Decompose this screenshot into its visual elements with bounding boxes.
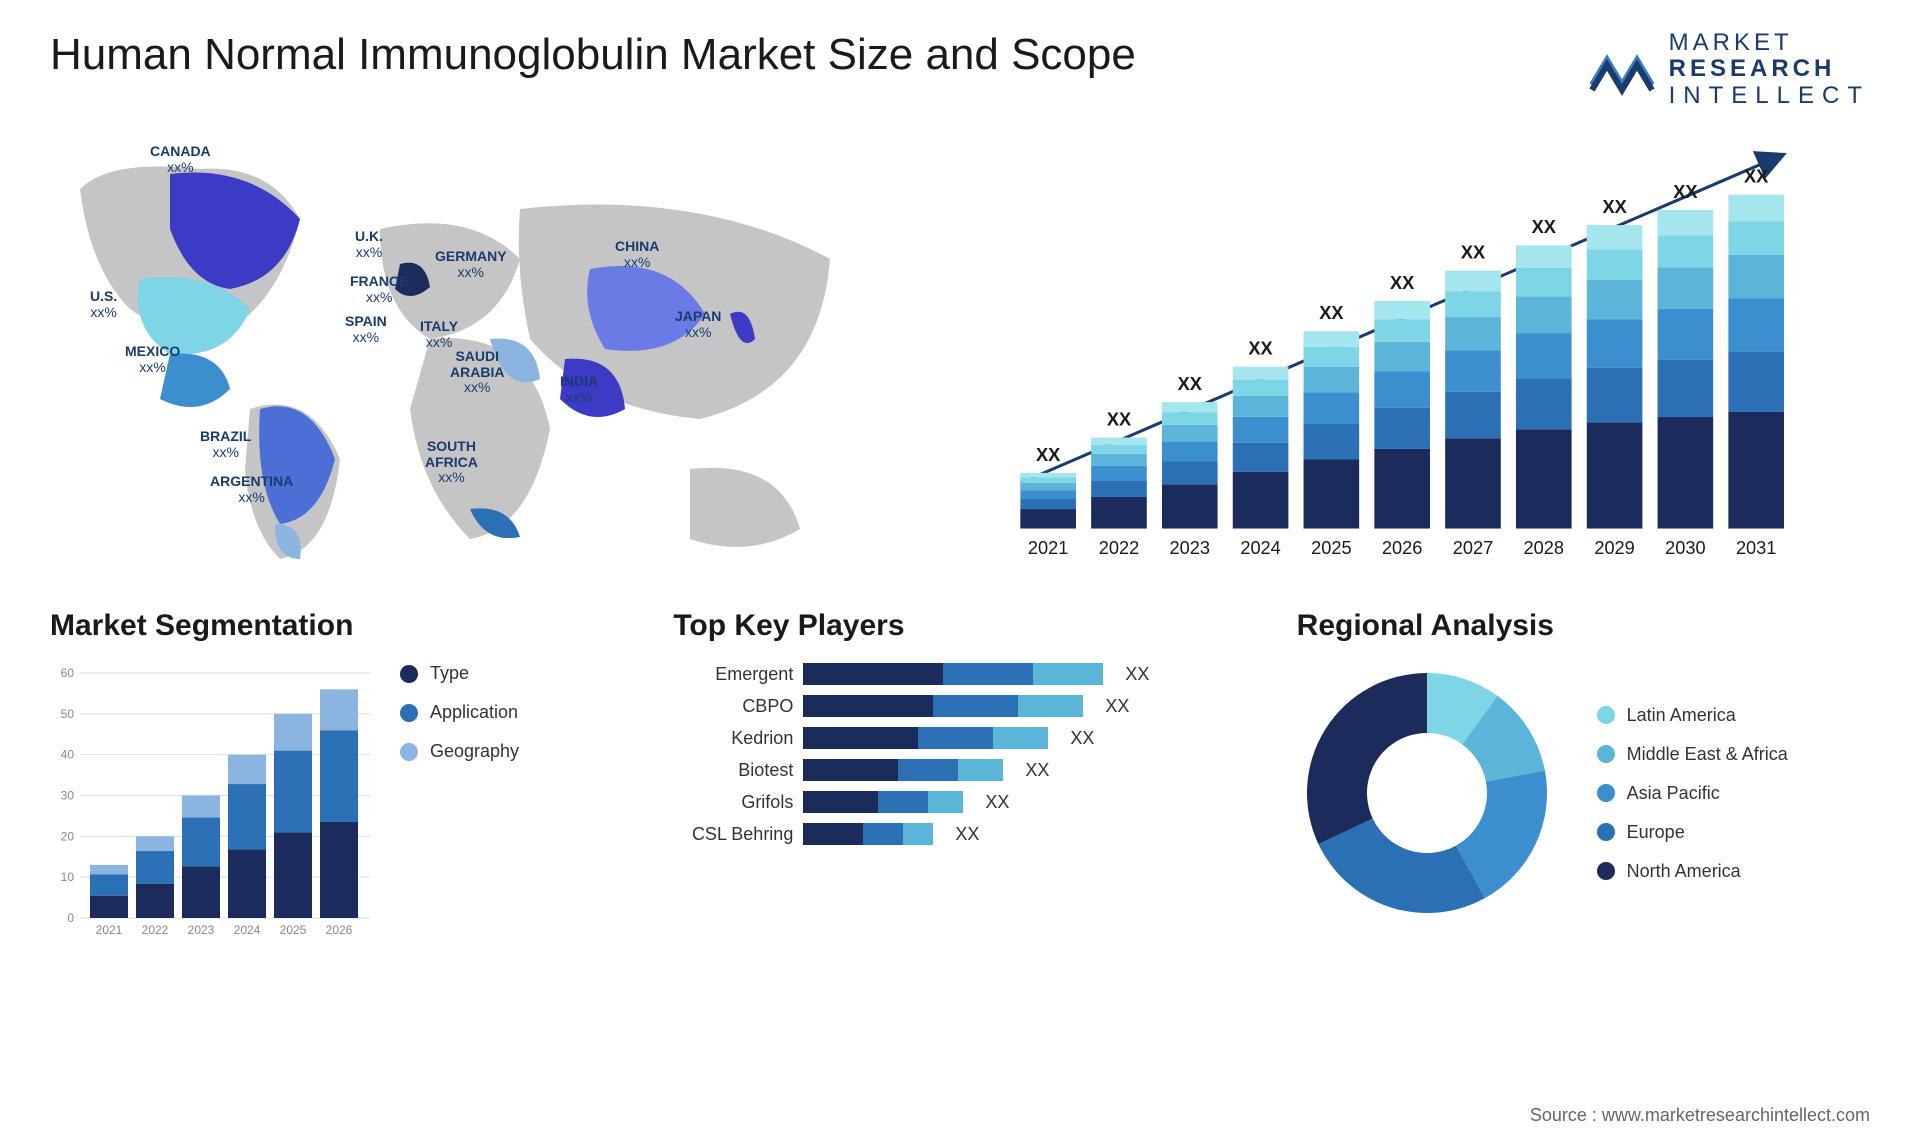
- svg-text:10: 10: [61, 870, 75, 884]
- svg-text:2024: 2024: [1240, 538, 1280, 558]
- segmentation-legend: Type Application Geography: [400, 663, 519, 762]
- regional-title: Regional Analysis: [1297, 609, 1870, 643]
- svg-text:2023: 2023: [188, 923, 215, 937]
- world-map: CANADAxx% U.S.xx% MEXICOxx% BRAZILxx% ARGENT…: [50, 129, 950, 569]
- map-label: ARGENTINAxx%: [210, 474, 293, 505]
- svg-text:2028: 2028: [1524, 538, 1564, 558]
- svg-text:XX: XX: [1461, 243, 1485, 263]
- player-row: KedrionXX: [673, 727, 1246, 749]
- logo: MARKET RESEARCH INTELLECT: [1587, 30, 1870, 109]
- logo-line3: INTELLECT: [1669, 83, 1870, 109]
- svg-text:40: 40: [61, 748, 75, 762]
- svg-text:60: 60: [61, 666, 75, 680]
- svg-text:XX: XX: [1107, 410, 1131, 430]
- svg-text:2021: 2021: [1028, 538, 1068, 558]
- svg-text:0: 0: [67, 911, 74, 925]
- map-label: CHINAxx%: [615, 239, 659, 270]
- segmentation-title: Market Segmentation: [50, 609, 623, 643]
- growth-chart-svg: XX 2021 XX 2022 XX 2023 XX 2024 XX 2025 XX 2026 XX 20…: [990, 129, 1870, 574]
- map-label: SPAINxx%: [345, 314, 387, 345]
- svg-text:XX: XX: [1744, 167, 1768, 187]
- map-label: JAPANxx%: [675, 309, 721, 340]
- player-row: GrifolsXX: [673, 791, 1246, 813]
- svg-text:2025: 2025: [1311, 538, 1351, 558]
- legend-item: Middle East & Africa: [1597, 744, 1788, 765]
- players-chart: EmergentXX CBPOXX KedrionXX BiotestXX Grifol…: [673, 663, 1246, 845]
- svg-text:2023: 2023: [1170, 538, 1210, 558]
- svg-text:2026: 2026: [1382, 538, 1422, 558]
- map-label: SAUDIARABIAxx%: [450, 349, 504, 395]
- player-row: CBPOXX: [673, 695, 1246, 717]
- svg-text:XX: XX: [1390, 273, 1414, 293]
- players-panel: Top Key Players EmergentXX CBPOXX KedrionX…: [673, 609, 1246, 943]
- svg-text:XX: XX: [1036, 445, 1060, 465]
- legend-item: Geography: [400, 741, 519, 762]
- svg-text:XX: XX: [1673, 182, 1697, 202]
- svg-text:XX: XX: [1602, 197, 1626, 217]
- logo-line1: MARKET: [1669, 30, 1870, 56]
- svg-text:2024: 2024: [234, 923, 261, 937]
- svg-text:XX: XX: [1532, 217, 1556, 237]
- legend-item: Europe: [1597, 822, 1788, 843]
- legend-item: Application: [400, 702, 519, 723]
- source-text: Source : www.marketresearchintellect.com: [1530, 1105, 1870, 1126]
- svg-text:2027: 2027: [1453, 538, 1493, 558]
- svg-text:2029: 2029: [1594, 538, 1634, 558]
- players-title: Top Key Players: [673, 609, 1246, 643]
- player-row: EmergentXX: [673, 663, 1246, 685]
- legend-item: Latin America: [1597, 705, 1788, 726]
- regional-donut-svg: [1297, 663, 1557, 923]
- map-label: CANADAxx%: [150, 144, 211, 175]
- map-label: BRAZILxx%: [200, 429, 251, 460]
- svg-text:2031: 2031: [1736, 538, 1776, 558]
- svg-text:2026: 2026: [326, 923, 353, 937]
- svg-text:2030: 2030: [1665, 538, 1705, 558]
- regional-panel: Regional Analysis Latin America Middle Ea…: [1297, 609, 1870, 943]
- svg-text:XX: XX: [1178, 374, 1202, 394]
- logo-swoosh-icon: [1587, 40, 1657, 100]
- map-label: FRANCExx%: [350, 274, 408, 305]
- player-row: BiotestXX: [673, 759, 1246, 781]
- map-label: U.K.xx%: [355, 229, 383, 260]
- segmentation-panel: Market Segmentation 0 10 20 30 40 50 60 2021 202…: [50, 609, 623, 943]
- svg-text:XX: XX: [1248, 339, 1272, 359]
- svg-text:2022: 2022: [1099, 538, 1139, 558]
- logo-line2: RESEARCH: [1669, 56, 1870, 82]
- page-title: Human Normal Immunoglobulin Market Size …: [50, 30, 1136, 80]
- svg-text:50: 50: [61, 707, 75, 721]
- regional-legend: Latin America Middle East & Africa Asia Pa…: [1597, 705, 1788, 882]
- legend-item: Type: [400, 663, 519, 684]
- map-label: U.S.xx%: [90, 289, 117, 320]
- legend-item: Asia Pacific: [1597, 783, 1788, 804]
- map-label: SOUTHAFRICAxx%: [425, 439, 478, 485]
- map-label: GERMANYxx%: [435, 249, 507, 280]
- svg-text:2025: 2025: [280, 923, 307, 937]
- growth-chart: XX 2021 XX 2022 XX 2023 XX 2024 XX 2025 XX 2026 XX 20…: [990, 129, 1870, 569]
- legend-item: North America: [1597, 861, 1788, 882]
- player-row: CSL BehringXX: [673, 823, 1246, 845]
- svg-text:XX: XX: [1319, 303, 1343, 323]
- map-label: ITALYxx%: [420, 319, 458, 350]
- map-label: MEXICOxx%: [125, 344, 180, 375]
- svg-text:2021: 2021: [96, 923, 123, 937]
- svg-text:2022: 2022: [142, 923, 169, 937]
- segmentation-chart-svg: 0 10 20 30 40 50 60 2021 2022 2023 2024 2025 2026: [50, 663, 370, 943]
- map-label: INDIAxx%: [560, 374, 598, 405]
- svg-text:30: 30: [61, 789, 75, 803]
- svg-text:20: 20: [61, 830, 75, 844]
